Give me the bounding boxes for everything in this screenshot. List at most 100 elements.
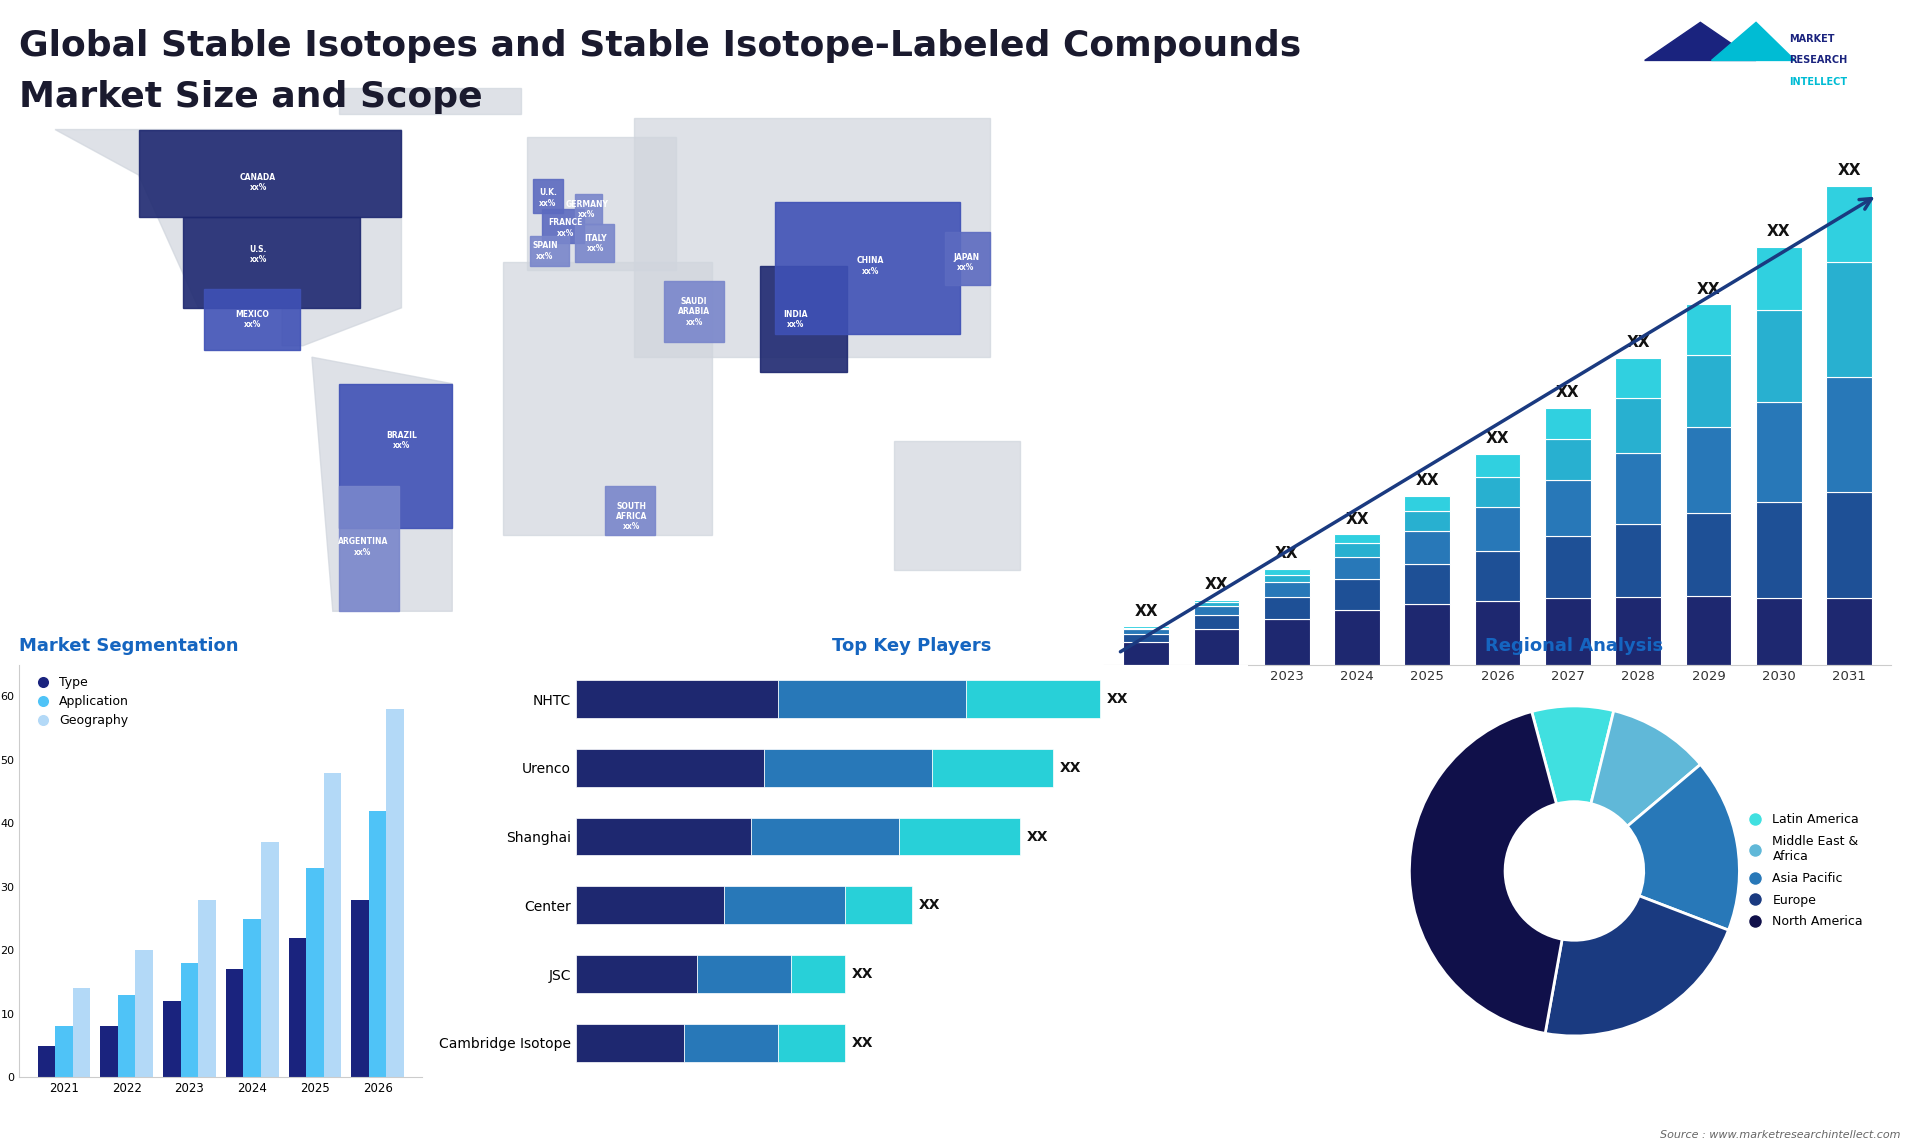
Polygon shape bbox=[534, 179, 563, 213]
Text: XX: XX bbox=[1837, 163, 1860, 178]
Bar bbox=[1123, 627, 1169, 628]
Bar bbox=[576, 1025, 684, 1061]
Bar bbox=[1686, 355, 1732, 427]
Bar bbox=[1123, 629, 1169, 634]
Wedge shape bbox=[1532, 706, 1615, 804]
Bar bbox=[778, 1025, 845, 1061]
Bar bbox=[305, 868, 324, 1077]
Legend: Latin America, Middle East &
Africa, Asia Pacific, Europe, North America: Latin America, Middle East & Africa, Asi… bbox=[1738, 808, 1868, 934]
Text: JAPAN
xx%: JAPAN xx% bbox=[952, 252, 979, 272]
Wedge shape bbox=[1592, 711, 1701, 826]
Bar bbox=[791, 956, 845, 992]
Text: XX: XX bbox=[1486, 431, 1509, 446]
Bar bbox=[1757, 598, 1801, 665]
Polygon shape bbox=[664, 281, 724, 342]
Polygon shape bbox=[184, 217, 359, 308]
Bar bbox=[288, 937, 305, 1077]
Bar bbox=[1263, 597, 1309, 619]
Polygon shape bbox=[634, 118, 991, 358]
Bar bbox=[1826, 186, 1872, 262]
Bar bbox=[751, 818, 899, 855]
Text: ITALY
xx%: ITALY xx% bbox=[584, 234, 607, 253]
Bar bbox=[1404, 564, 1450, 604]
Bar bbox=[1615, 398, 1661, 453]
Text: XX: XX bbox=[1106, 692, 1129, 706]
Text: XX: XX bbox=[1415, 473, 1440, 488]
Polygon shape bbox=[311, 358, 453, 611]
Bar bbox=[198, 900, 215, 1077]
Polygon shape bbox=[895, 440, 1020, 570]
Text: XX: XX bbox=[1626, 336, 1649, 351]
Text: FRANCE
xx%: FRANCE xx% bbox=[549, 219, 584, 238]
Text: U.K.
xx%: U.K. xx% bbox=[540, 188, 557, 207]
Bar bbox=[1194, 614, 1238, 629]
Text: GERMANY
xx%: GERMANY xx% bbox=[564, 199, 609, 219]
Title: Regional Analysis: Regional Analysis bbox=[1486, 637, 1663, 654]
Bar bbox=[1757, 401, 1801, 502]
Text: XX: XX bbox=[1555, 385, 1580, 400]
Text: CANADA
xx%: CANADA xx% bbox=[240, 173, 276, 193]
Bar bbox=[227, 970, 244, 1077]
Text: SAUDI
ARABIA
xx%: SAUDI ARABIA xx% bbox=[678, 297, 710, 327]
Bar bbox=[386, 709, 403, 1077]
Bar bbox=[1123, 628, 1169, 629]
Bar bbox=[1686, 596, 1732, 665]
Bar bbox=[697, 956, 791, 992]
Bar bbox=[163, 1002, 180, 1077]
Bar bbox=[1615, 453, 1661, 524]
Bar bbox=[1546, 480, 1592, 536]
Bar bbox=[1546, 408, 1592, 439]
Text: MEXICO
xx%: MEXICO xx% bbox=[236, 309, 269, 329]
Bar bbox=[899, 818, 1020, 855]
Bar bbox=[1404, 604, 1450, 665]
Bar bbox=[1334, 579, 1380, 610]
Bar bbox=[1826, 493, 1872, 597]
Bar bbox=[576, 818, 751, 855]
Bar bbox=[1334, 543, 1380, 557]
Polygon shape bbox=[1711, 22, 1795, 61]
Bar bbox=[56, 1027, 73, 1077]
Bar bbox=[1475, 477, 1521, 507]
Polygon shape bbox=[541, 210, 584, 243]
Bar bbox=[351, 900, 369, 1077]
Polygon shape bbox=[1645, 22, 1757, 61]
Bar bbox=[324, 772, 342, 1077]
Wedge shape bbox=[1546, 896, 1728, 1036]
Bar bbox=[1757, 246, 1801, 309]
Bar bbox=[261, 842, 278, 1077]
Bar bbox=[1334, 610, 1380, 665]
Bar bbox=[1404, 496, 1450, 511]
Bar bbox=[1475, 602, 1521, 665]
Text: XX: XX bbox=[1275, 547, 1298, 562]
Bar bbox=[764, 749, 931, 787]
Text: XX: XX bbox=[1204, 576, 1229, 591]
Title: Top Key Players: Top Key Players bbox=[831, 637, 993, 654]
Bar bbox=[1334, 534, 1380, 543]
Text: Source : www.marketresearchintellect.com: Source : www.marketresearchintellect.com bbox=[1661, 1130, 1901, 1140]
Bar bbox=[1475, 551, 1521, 602]
Bar bbox=[1686, 427, 1732, 513]
Bar bbox=[1194, 629, 1238, 665]
Text: CHINA
xx%: CHINA xx% bbox=[856, 257, 883, 276]
Bar bbox=[966, 681, 1100, 717]
Polygon shape bbox=[574, 225, 614, 262]
Bar bbox=[100, 1027, 117, 1077]
Bar bbox=[180, 963, 198, 1077]
Bar bbox=[1123, 634, 1169, 642]
Text: SOUTH
AFRICA
xx%: SOUTH AFRICA xx% bbox=[616, 502, 647, 532]
Text: XX: XX bbox=[1135, 604, 1158, 619]
Bar bbox=[1194, 606, 1238, 614]
Text: BRAZIL
xx%: BRAZIL xx% bbox=[386, 431, 417, 450]
Bar bbox=[1546, 598, 1592, 665]
Polygon shape bbox=[56, 129, 401, 346]
Bar bbox=[845, 887, 912, 924]
Text: U.S.
xx%: U.S. xx% bbox=[250, 245, 267, 265]
Bar bbox=[117, 995, 136, 1077]
Text: INTELLECT: INTELLECT bbox=[1789, 77, 1847, 87]
Bar bbox=[1686, 513, 1732, 596]
Text: ARGENTINA
xx%: ARGENTINA xx% bbox=[338, 537, 388, 557]
Text: XX: XX bbox=[852, 967, 874, 981]
Polygon shape bbox=[503, 262, 712, 535]
Bar bbox=[73, 988, 90, 1077]
Polygon shape bbox=[530, 236, 568, 266]
